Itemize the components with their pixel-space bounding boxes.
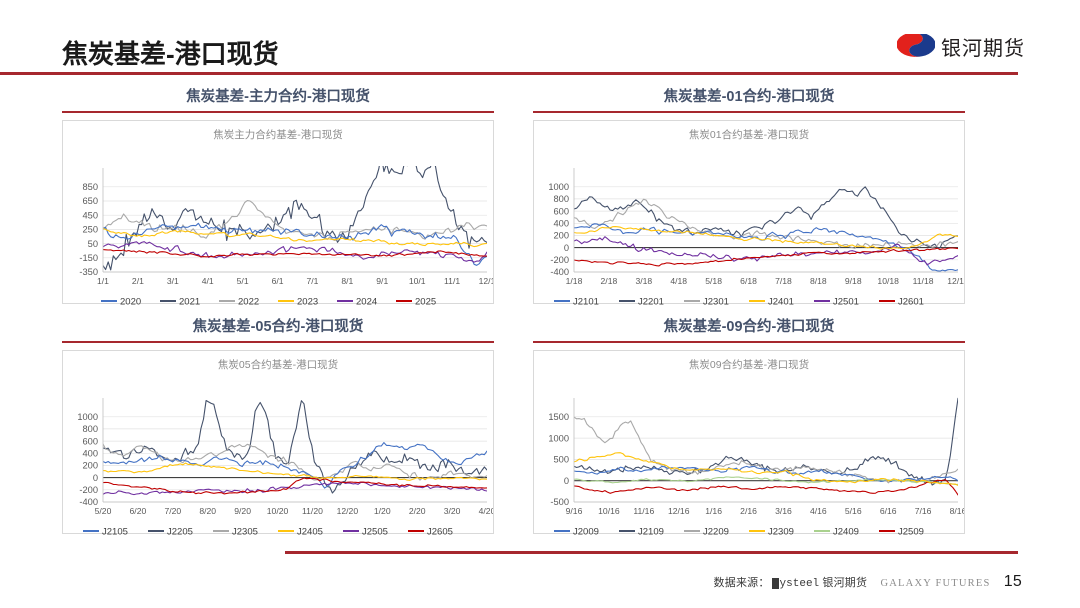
svg-text:9/18: 9/18 [845,276,862,286]
svg-text:J2605: J2605 [427,526,453,537]
svg-text:J2509: J2509 [898,526,924,537]
svg-text:10/1: 10/1 [409,276,426,286]
svg-text:-200: -200 [79,485,98,495]
svg-text:J2505: J2505 [362,526,388,537]
svg-text:J2109: J2109 [638,526,664,537]
svg-text:1000: 1000 [548,182,569,192]
svg-text:12/16: 12/16 [668,506,690,516]
svg-text:6/16: 6/16 [880,506,897,516]
svg-text:8/20: 8/20 [199,506,216,516]
svg-text:J2105: J2105 [102,526,128,537]
svg-text:3/18: 3/18 [635,276,652,286]
svg-text:8/18: 8/18 [810,276,827,286]
svg-text:9/20: 9/20 [234,506,251,516]
svg-text:J2501: J2501 [833,296,859,307]
svg-text:2025: 2025 [415,296,436,307]
svg-text:1000: 1000 [77,412,98,422]
svg-text:7/16: 7/16 [915,506,932,516]
svg-text:6/18: 6/18 [740,276,757,286]
svg-text:12/20: 12/20 [337,506,359,516]
svg-text:12/18: 12/18 [947,276,964,286]
svg-text:0: 0 [564,243,569,253]
svg-text:J2401: J2401 [768,296,794,307]
svg-text:J2301: J2301 [703,296,729,307]
svg-text:11/20: 11/20 [302,506,323,516]
svg-text:4/18: 4/18 [670,276,687,286]
svg-text:2/1: 2/1 [132,276,144,286]
svg-text:250: 250 [82,225,98,235]
svg-text:2/18: 2/18 [601,276,618,286]
svg-text:2/16: 2/16 [740,506,757,516]
svg-text:12/1: 12/1 [479,276,493,286]
svg-text:650: 650 [82,196,98,206]
svg-text:0: 0 [564,476,569,486]
svg-text:J2409: J2409 [833,526,859,537]
svg-text:5/18: 5/18 [705,276,722,286]
svg-text:1000: 1000 [548,433,569,443]
svg-text:5/16: 5/16 [845,506,862,516]
svg-text:11/1: 11/1 [444,276,460,286]
svg-text:8/16: 8/16 [950,506,964,516]
svg-text:600: 600 [82,436,98,446]
svg-text:10/20: 10/20 [267,506,289,516]
svg-text:J2201: J2201 [638,296,664,307]
svg-text:4/16: 4/16 [810,506,827,516]
svg-text:1/16: 1/16 [705,506,722,516]
svg-text:1500: 1500 [548,412,569,422]
svg-text:1/1: 1/1 [97,276,109,286]
svg-text:2/20: 2/20 [409,506,426,516]
svg-text:J2601: J2601 [898,296,924,307]
svg-text:4/1: 4/1 [202,276,214,286]
svg-text:1/20: 1/20 [374,506,391,516]
svg-text:850: 850 [82,182,98,192]
svg-text:J2209: J2209 [703,526,729,537]
svg-text:-200: -200 [550,255,569,265]
svg-text:J2205: J2205 [167,526,193,537]
svg-text:600: 600 [553,206,569,216]
svg-text:-350: -350 [79,267,98,277]
svg-text:2020: 2020 [120,296,141,307]
svg-text:10/16: 10/16 [598,506,620,516]
svg-text:9/16: 9/16 [566,506,583,516]
svg-text:6/20: 6/20 [130,506,147,516]
svg-text:J2305: J2305 [232,526,258,537]
svg-text:5/20: 5/20 [95,506,112,516]
svg-text:50: 50 [88,239,98,249]
svg-text:6/1: 6/1 [272,276,284,286]
svg-text:4/20: 4/20 [479,506,493,516]
svg-text:800: 800 [82,424,98,434]
svg-text:11/18: 11/18 [913,276,934,286]
svg-text:0: 0 [93,473,98,483]
svg-text:J2309: J2309 [768,526,794,537]
svg-text:400: 400 [553,219,569,229]
svg-text:450: 450 [82,210,98,220]
svg-text:J2405: J2405 [297,526,323,537]
svg-text:J2101: J2101 [573,296,599,307]
svg-text:2024: 2024 [356,296,377,307]
svg-text:800: 800 [553,194,569,204]
svg-text:3/20: 3/20 [444,506,461,516]
svg-text:9/1: 9/1 [376,276,388,286]
svg-text:1/18: 1/18 [566,276,583,286]
svg-text:400: 400 [82,449,98,459]
svg-text:500: 500 [553,455,569,465]
svg-text:3/16: 3/16 [775,506,792,516]
svg-text:11/16: 11/16 [633,506,654,516]
svg-text:J2009: J2009 [573,526,599,537]
svg-text:-150: -150 [79,253,98,263]
svg-text:7/1: 7/1 [306,276,318,286]
svg-text:2021: 2021 [179,296,200,307]
svg-text:2023: 2023 [297,296,318,307]
svg-text:200: 200 [553,231,569,241]
svg-text:200: 200 [82,461,98,471]
svg-text:7/18: 7/18 [775,276,792,286]
svg-text:7/20: 7/20 [164,506,181,516]
svg-text:8/1: 8/1 [341,276,353,286]
svg-text:10/18: 10/18 [877,276,899,286]
svg-text:3/1: 3/1 [167,276,179,286]
svg-text:5/1: 5/1 [237,276,249,286]
svg-text:2022: 2022 [238,296,259,307]
